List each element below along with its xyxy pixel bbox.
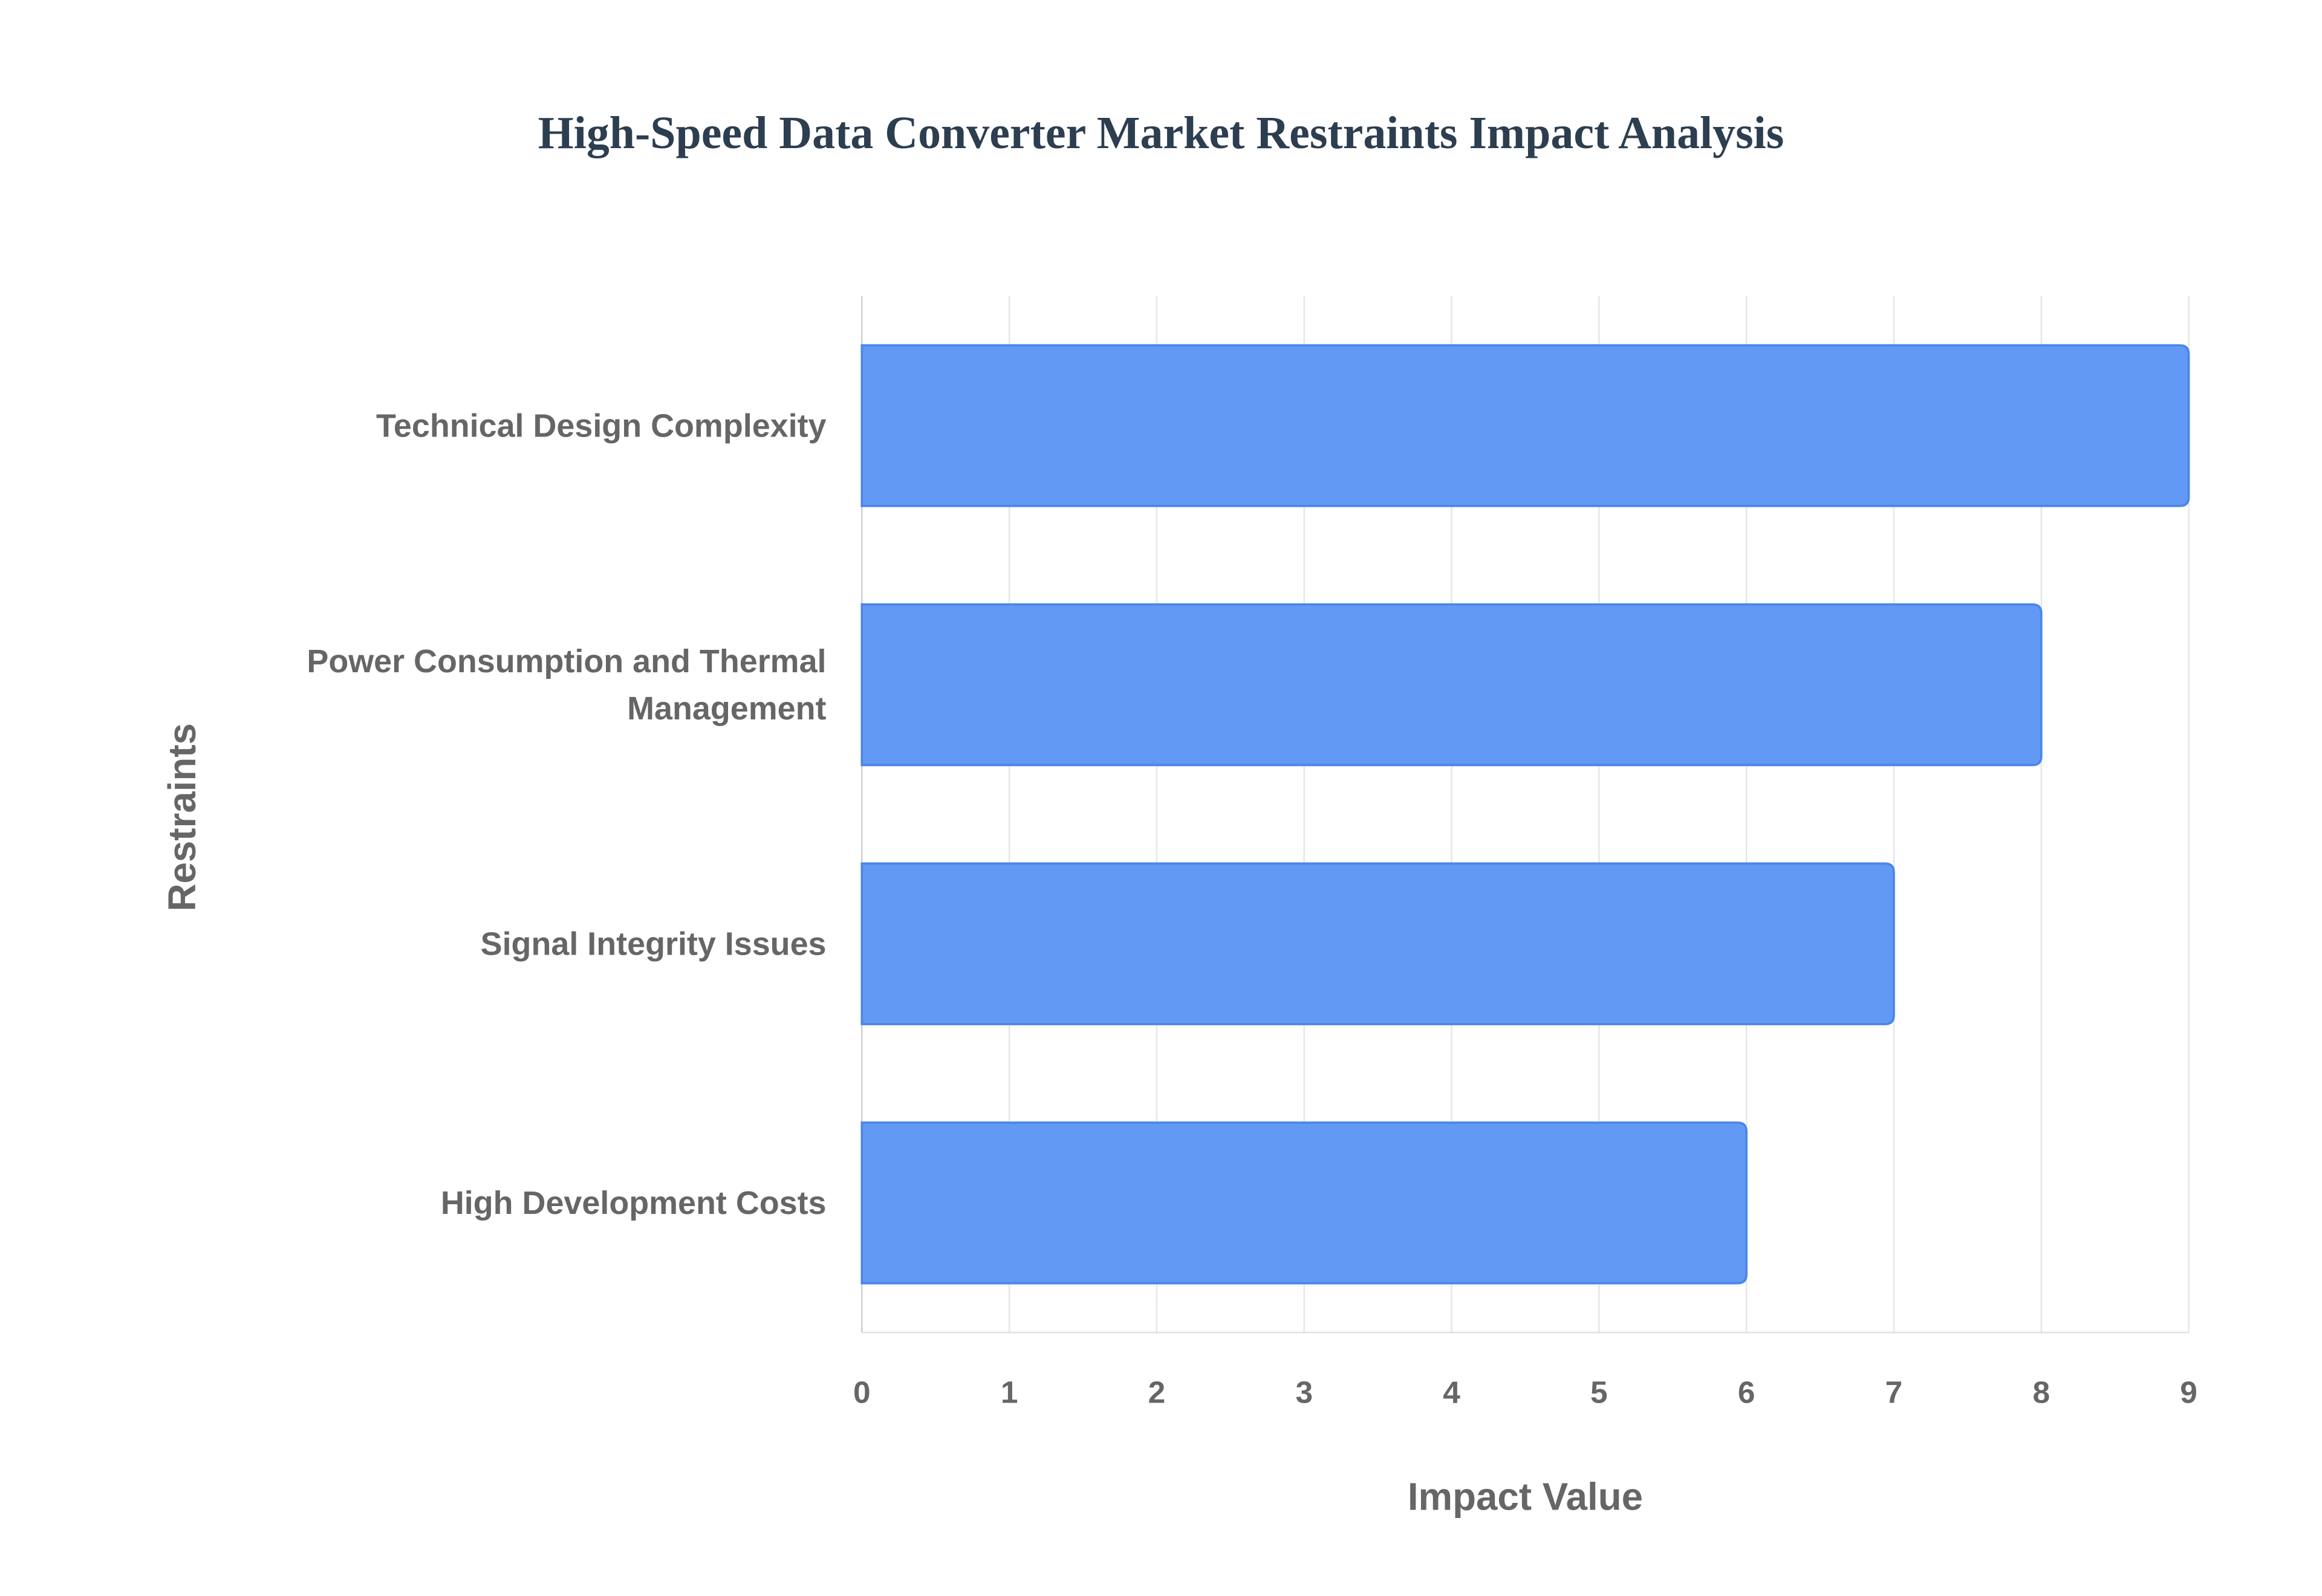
y-tick-label: Technical Design Complexity	[376, 406, 827, 444]
x-tick-label: 7	[1885, 1375, 1903, 1410]
y-tick-label-box: Technical Design Complexity	[376, 406, 827, 444]
y-tick-label-box: Signal Integrity Issues	[480, 924, 827, 962]
y-tick-label: Power Consumption and Thermal Management	[307, 641, 827, 727]
x-tick-label: 6	[1738, 1375, 1755, 1410]
chart-title: High-Speed Data Converter Market Restrai…	[538, 108, 1784, 158]
bar	[860, 344, 2190, 507]
bar	[860, 603, 2043, 767]
y-tick-label: Signal Integrity Issues	[480, 924, 827, 962]
x-tick-label: 8	[2032, 1375, 2050, 1410]
bar	[860, 1121, 1748, 1285]
x-axis-title: Impact Value	[1408, 1476, 1643, 1519]
x-tick-label: 9	[2180, 1375, 2197, 1410]
y-tick-label-box: High Development Costs	[440, 1183, 827, 1221]
x-tick-label: 1	[1001, 1375, 1018, 1410]
y-tick-label-box: Power Consumption and Thermal Management	[307, 641, 827, 727]
y-axis-title: Restraints	[161, 723, 204, 911]
x-tick-label: 4	[1443, 1375, 1460, 1410]
y-tick-label: High Development Costs	[440, 1183, 827, 1221]
bar	[860, 862, 1895, 1025]
x-tick-label: 0	[853, 1375, 871, 1410]
x-tick-label: 5	[1590, 1375, 1608, 1410]
x-tick-label: 2	[1148, 1375, 1166, 1410]
x-tick-label: 3	[1295, 1375, 1313, 1410]
